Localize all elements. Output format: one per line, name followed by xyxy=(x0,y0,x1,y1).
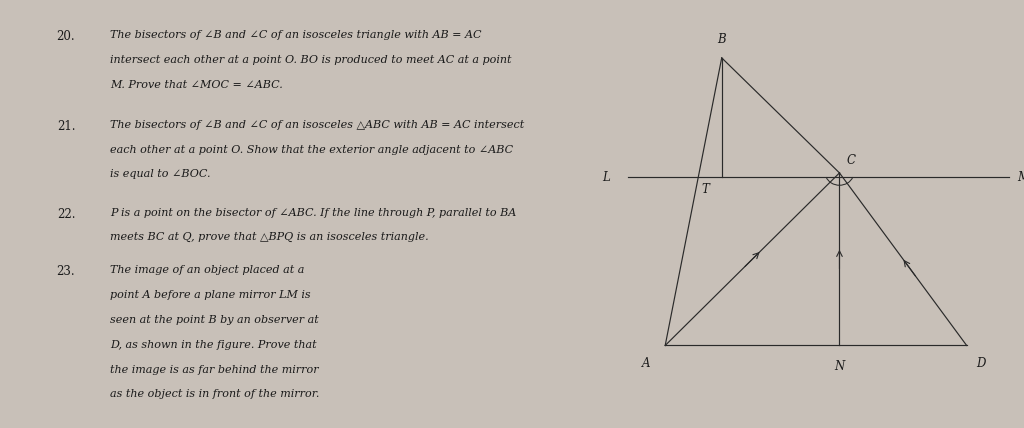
Text: the image is as far behind the mirror: the image is as far behind the mirror xyxy=(110,365,318,374)
Text: L: L xyxy=(602,170,610,184)
Text: intersect each other at a point O. BO is produced to meet AC at a point: intersect each other at a point O. BO is… xyxy=(110,55,511,65)
Text: B: B xyxy=(718,33,726,46)
Text: M: M xyxy=(1017,170,1024,184)
Text: 20.: 20. xyxy=(56,30,75,43)
Text: The image of an object placed at a: The image of an object placed at a xyxy=(110,265,304,275)
Text: D: D xyxy=(976,357,985,371)
Text: A: A xyxy=(642,357,650,371)
Text: each other at a point O. Show that the exterior angle adjacent to ∠ABC: each other at a point O. Show that the e… xyxy=(110,145,513,155)
Text: The bisectors of ∠B and ∠C of an isosceles triangle with AB = AC: The bisectors of ∠B and ∠C of an isoscel… xyxy=(110,30,481,40)
Text: D, as shown in the figure. Prove that: D, as shown in the figure. Prove that xyxy=(110,340,316,350)
Text: 22.: 22. xyxy=(56,208,75,220)
Text: The bisectors of ∠B and ∠C of an isosceles △ABC with AB = AC intersect: The bisectors of ∠B and ∠C of an isoscel… xyxy=(110,120,524,130)
Text: N: N xyxy=(835,360,845,372)
Text: point A before a plane mirror LM is: point A before a plane mirror LM is xyxy=(110,290,310,300)
Text: is equal to ∠BOC.: is equal to ∠BOC. xyxy=(110,169,210,179)
Text: 23.: 23. xyxy=(56,265,75,278)
Text: 21.: 21. xyxy=(56,120,75,133)
Text: T: T xyxy=(701,183,710,196)
Text: seen at the point B by an observer at: seen at the point B by an observer at xyxy=(110,315,318,325)
Text: C: C xyxy=(847,154,856,167)
Text: as the object is in front of the mirror.: as the object is in front of the mirror. xyxy=(110,389,319,399)
Text: meets BC at Q, prove that △BPQ is an isosceles triangle.: meets BC at Q, prove that △BPQ is an iso… xyxy=(110,232,429,243)
Text: P is a point on the bisector of ∠ABC. If the line through P, parallel to BA: P is a point on the bisector of ∠ABC. If… xyxy=(110,208,516,217)
Text: M. Prove that ∠MOC = ∠ABC.: M. Prove that ∠MOC = ∠ABC. xyxy=(110,80,283,89)
